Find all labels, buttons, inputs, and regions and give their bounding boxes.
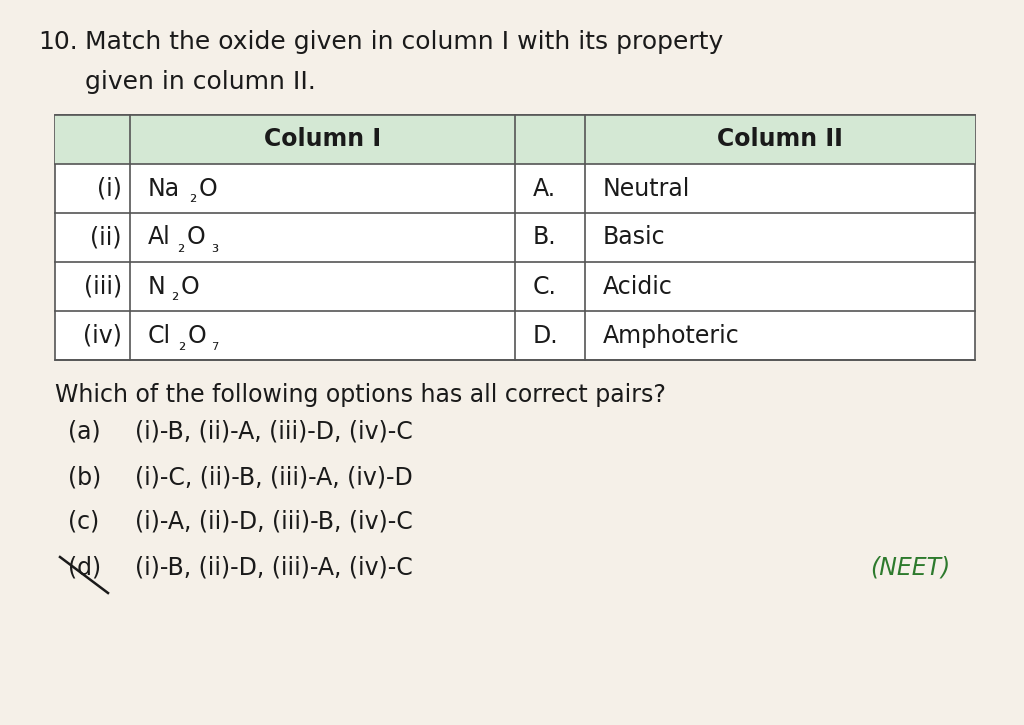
- Text: Basic: Basic: [603, 225, 666, 249]
- Text: (i)-B, (ii)-D, (iii)-A, (iv)-C: (i)-B, (ii)-D, (iii)-A, (iv)-C: [135, 555, 413, 579]
- Text: Al: Al: [148, 225, 171, 249]
- Text: Cl: Cl: [148, 323, 171, 347]
- Text: ₂: ₂: [171, 286, 178, 304]
- Bar: [55, 115, 975, 164]
- Text: Column II: Column II: [717, 128, 843, 152]
- Text: O: O: [199, 176, 217, 201]
- Text: 10.: 10.: [38, 30, 78, 54]
- Text: A.: A.: [534, 176, 556, 201]
- Text: ₂: ₂: [178, 336, 185, 354]
- Text: (a): (a): [68, 420, 100, 444]
- Text: Amphoteric: Amphoteric: [603, 323, 739, 347]
- Text: Acidic: Acidic: [603, 275, 673, 299]
- Text: Column I: Column I: [264, 128, 381, 152]
- Text: (i): (i): [97, 176, 122, 201]
- Text: ₂: ₂: [177, 238, 184, 255]
- Text: Na: Na: [148, 176, 180, 201]
- Text: (c): (c): [68, 510, 99, 534]
- Text: Match the oxide given in column I with its property: Match the oxide given in column I with i…: [85, 30, 723, 54]
- Text: (iv): (iv): [83, 323, 122, 347]
- Text: N: N: [148, 275, 166, 299]
- Text: (b): (b): [68, 465, 101, 489]
- Text: ₂: ₂: [189, 188, 197, 207]
- Text: (d): (d): [68, 555, 101, 579]
- Text: B.: B.: [534, 225, 557, 249]
- Text: Which of the following options has all correct pairs?: Which of the following options has all c…: [55, 383, 666, 407]
- Text: (i)-C, (ii)-B, (iii)-A, (iv)-D: (i)-C, (ii)-B, (iii)-A, (iv)-D: [135, 465, 413, 489]
- Text: Neutral: Neutral: [603, 176, 690, 201]
- Text: D.: D.: [534, 323, 559, 347]
- Bar: [55, 115, 975, 360]
- Text: O: O: [180, 275, 199, 299]
- Text: given in column II.: given in column II.: [85, 70, 315, 94]
- Text: (ii): (ii): [90, 225, 122, 249]
- Text: C.: C.: [534, 275, 557, 299]
- Text: O: O: [187, 323, 206, 347]
- Text: ₇: ₇: [211, 336, 219, 354]
- Text: (i)-B, (ii)-A, (iii)-D, (iv)-C: (i)-B, (ii)-A, (iii)-D, (iv)-C: [135, 420, 413, 444]
- Text: ₃: ₃: [211, 238, 218, 255]
- Text: (NEET): (NEET): [869, 555, 950, 579]
- Text: O: O: [186, 225, 206, 249]
- Text: (i)-A, (ii)-D, (iii)-B, (iv)-C: (i)-A, (ii)-D, (iii)-B, (iv)-C: [135, 510, 413, 534]
- Text: (iii): (iii): [84, 275, 122, 299]
